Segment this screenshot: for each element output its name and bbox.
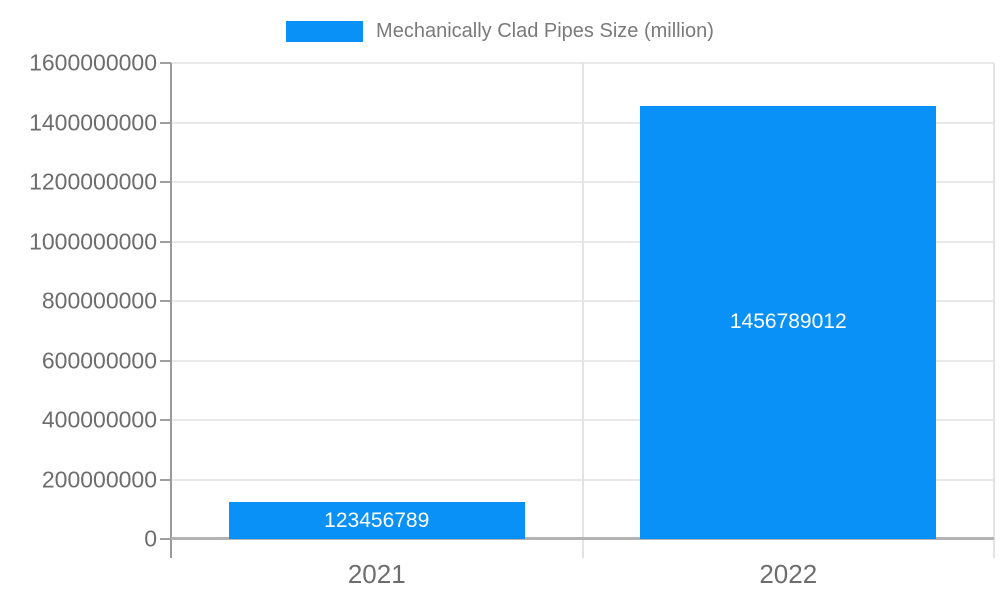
y-axis-label: 800000000 <box>41 287 157 314</box>
x-axis-label: 2022 <box>759 559 818 589</box>
y-axis-label: 1200000000 <box>29 168 157 195</box>
y-axis-label: 1400000000 <box>29 109 157 135</box>
bar-value-label: 123456789 <box>324 508 430 532</box>
bar-2022[interactable]: 1456789012 <box>640 105 937 539</box>
y-axis-tick <box>160 478 171 481</box>
y-axis-tick <box>160 62 171 64</box>
y-axis-tick <box>160 300 171 302</box>
legend[interactable]: Mechanically Clad Pipes Size (million) <box>0 20 1000 43</box>
y-axis-tick <box>160 181 171 183</box>
legend-swatch <box>286 21 364 42</box>
category-divider <box>581 63 584 558</box>
y-axis-label: 200000000 <box>41 466 157 492</box>
plot-area: 0 200000000 400000000 600000000 800000000 100… <box>29 50 995 589</box>
x-axis-label: 2021 <box>347 559 406 589</box>
y-axis-label: 1000000000 <box>29 228 157 254</box>
y-axis-tick <box>160 419 171 421</box>
y-axis-tick <box>160 359 171 362</box>
y-axis-label: 400000000 <box>41 406 157 433</box>
y-axis-label: 1600000000 <box>29 49 157 76</box>
bar-2021[interactable]: 123456789 <box>228 502 525 539</box>
y-axis-line <box>170 63 172 558</box>
y-axis-tick <box>160 538 171 540</box>
y-axis-label: 0 <box>144 525 157 552</box>
y-axis-tick <box>160 121 171 124</box>
y-axis-label: 600000000 <box>41 347 157 373</box>
legend-label: Mechanically Clad Pipes Size (million) <box>376 20 714 42</box>
y-axis-tick <box>160 240 171 243</box>
category-divider <box>993 63 995 558</box>
bar-value-label: 1456789012 <box>729 310 847 334</box>
